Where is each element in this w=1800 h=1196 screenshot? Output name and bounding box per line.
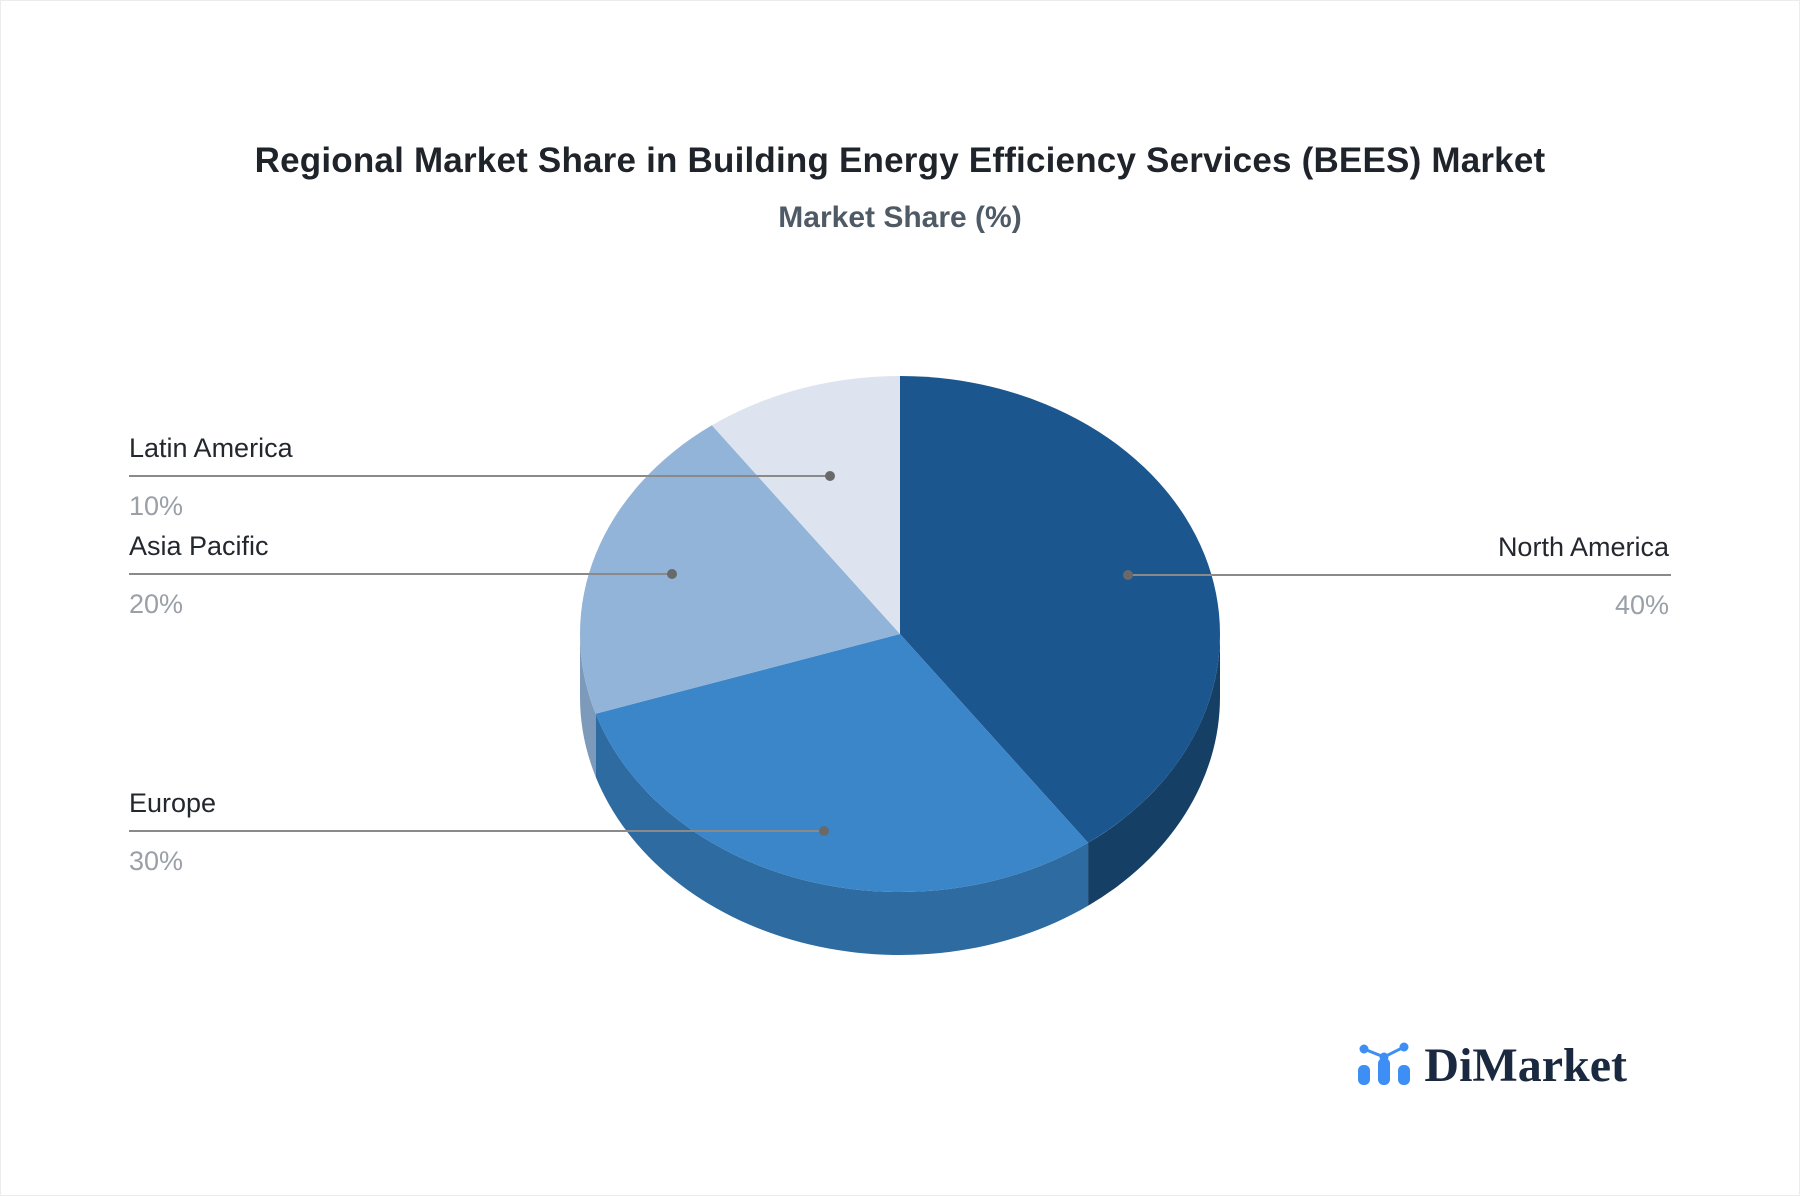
chart-subtitle: Market Share (%) xyxy=(778,201,1022,234)
logo-dot xyxy=(1379,1052,1389,1062)
logo-dot xyxy=(1399,1042,1409,1052)
slice-value-north-america: 40% xyxy=(1614,590,1669,620)
slice-label-asia-pacific: Asia Pacific xyxy=(129,531,269,561)
pie-slice-asia-pacific xyxy=(579,425,900,714)
logo-dot xyxy=(1359,1044,1369,1054)
bar-line-chart-icon xyxy=(1358,1042,1411,1085)
leader-dot-asia-pacific xyxy=(667,569,677,579)
slice-value-latin-america: 10% xyxy=(129,491,184,521)
pie-slice-side-europe xyxy=(595,713,1089,956)
slice-label-north-america: North America xyxy=(1497,532,1669,562)
leader-dot-europe xyxy=(819,826,829,836)
pie-slice-north-america xyxy=(900,376,1221,843)
slice-label-latin-america: Latin America xyxy=(129,433,293,463)
leader-dot-north-america xyxy=(1123,570,1133,580)
chart-title: Regional Market Share in Building Energy… xyxy=(254,141,1546,180)
brand-logo: DiMarket xyxy=(1357,1039,1627,1092)
brand-logo-text: DiMarket xyxy=(1424,1039,1627,1092)
slice-label-europe: Europe xyxy=(129,788,217,818)
leader-dot-latin-america xyxy=(825,471,835,481)
pie-slice-latin-america xyxy=(711,376,900,634)
slice-value-europe: 30% xyxy=(129,846,184,876)
logo-bar xyxy=(1358,1065,1371,1085)
pie-slice-europe xyxy=(595,634,1089,893)
slice-value-asia-pacific: 20% xyxy=(129,589,184,619)
pie-slice-side-asia-pacific xyxy=(580,634,596,777)
logo-bar xyxy=(1398,1065,1411,1085)
pie-slice-side-north-america xyxy=(1088,634,1220,906)
logo-bar xyxy=(1378,1058,1391,1085)
